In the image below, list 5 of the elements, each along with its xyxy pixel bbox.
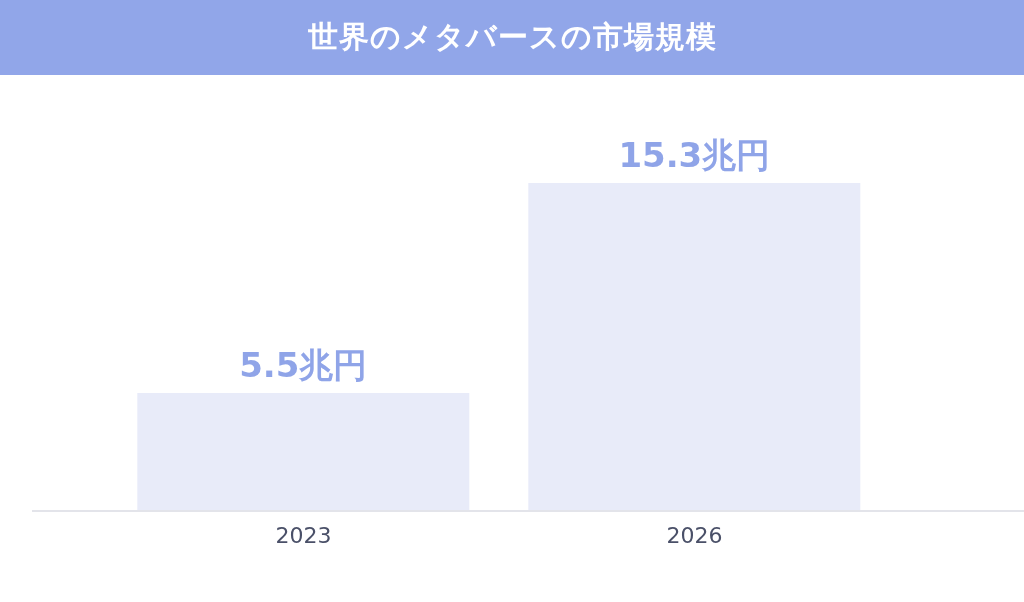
x-tick-label: 2026 (666, 522, 723, 548)
x-tick-label: 2023 (275, 522, 332, 548)
data-label: 15.3兆円 (618, 135, 771, 175)
chart-title: 世界のメタバースの市場規模 (0, 0, 1024, 75)
data-label: 5.5兆円 (239, 345, 368, 386)
